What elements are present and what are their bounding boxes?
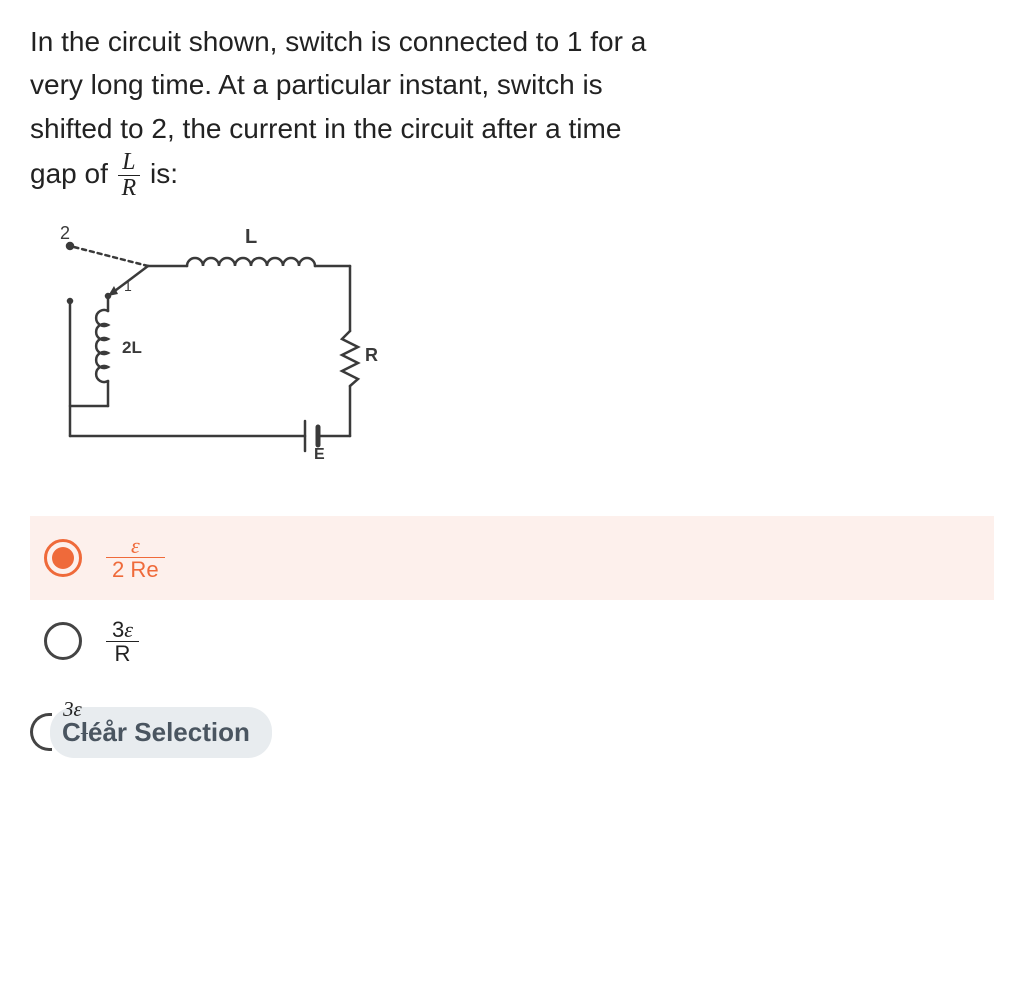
radio-icon (44, 622, 82, 660)
clear-rest: éår Selection (88, 717, 250, 747)
q-frac-num: L (118, 150, 141, 176)
q-line1: In the circuit shown, switch is connecte… (30, 26, 646, 57)
radio-icon (44, 539, 82, 577)
clear-selection-button[interactable]: 3ε Cléår Selection (50, 707, 272, 758)
option-b[interactable]: 3ε R (30, 600, 994, 683)
radio-arc-icon (30, 713, 52, 751)
circuit-label-2L: 2L (122, 338, 142, 357)
q-line2: very long time. At a particular instant,… (30, 69, 603, 100)
option-a-label: ε 2 Re (104, 534, 167, 581)
clear-label: 3ε Cléår Selection (62, 717, 250, 748)
clear-overlay-text: 3ε (62, 698, 83, 722)
option-a[interactable]: ε 2 Re (30, 516, 994, 599)
circuit-label-L: L (245, 226, 257, 248)
option-a-den: 2 Re (106, 558, 165, 581)
circuit-label-E: E (314, 446, 325, 463)
q-line4-post: is: (142, 158, 178, 189)
q-frac: LR (118, 150, 141, 201)
circuit-label-1: 1 (124, 278, 132, 294)
option-a-num: ε (106, 534, 165, 558)
question-text: In the circuit shown, switch is connecte… (30, 20, 994, 201)
option-b-num: 3ε (106, 618, 139, 642)
circuit-diagram: 2 1 L 2L R E (30, 211, 994, 476)
q-line4-pre: gap of (30, 158, 116, 189)
clear-selection-row: 3ε Cléår Selection (30, 707, 994, 758)
option-b-label: 3ε R (104, 618, 141, 665)
circuit-svg: 2 1 L 2L R E (30, 211, 410, 471)
answer-options: ε 2 Re 3ε R (30, 516, 994, 683)
circuit-label-R: R (365, 345, 378, 365)
q-frac-den: R (118, 176, 141, 201)
circuit-label-2: 2 (60, 223, 70, 243)
option-b-den: R (106, 642, 139, 665)
q-line3: shifted to 2, the current in the circuit… (30, 113, 621, 144)
